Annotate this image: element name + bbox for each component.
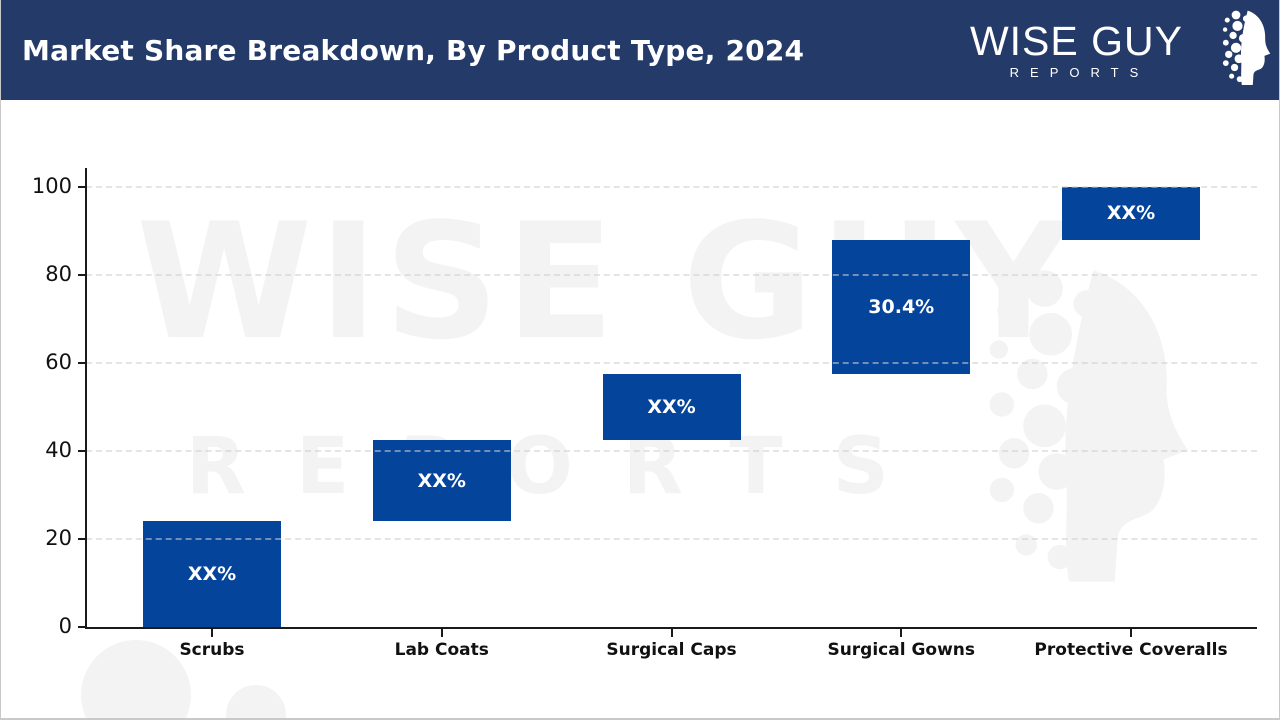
y-axis-tick-label: 80 <box>45 262 72 286</box>
y-axis-line <box>85 168 87 629</box>
gridline-100 <box>86 186 1257 188</box>
y-axis-tick <box>78 186 86 188</box>
header-banner: Market Share Breakdown, By Product Type,… <box>1 0 1279 100</box>
x-axis-tick <box>900 629 903 637</box>
logo-head-icon <box>1222 10 1271 85</box>
brand-logo: WISE GUY REPORTS <box>969 8 1279 92</box>
x-axis-category-label: Lab Coats <box>394 640 489 660</box>
waterfall-chart: WISE GUY REPORTS 0 20 40 60 80 100 XX% Scrubs XX… <box>1 100 1279 718</box>
logo-text: WISE GUY REPORTS <box>969 17 1183 80</box>
gridline-60 <box>86 362 1257 364</box>
bar-surgical-gowns: 30.4% <box>832 239 971 374</box>
y-axis-tick <box>78 274 86 276</box>
y-axis-tick-label: 40 <box>45 438 72 462</box>
watermark-head-icon <box>989 270 1188 582</box>
y-axis-tick <box>78 538 86 540</box>
watermark-dot <box>81 640 191 718</box>
x-axis-tick <box>440 629 443 637</box>
bar-lab-coats: XX% <box>372 440 511 522</box>
x-axis-category-label: Surgical Gowns <box>827 640 976 660</box>
y-axis-tick-label: 60 <box>45 350 72 374</box>
gridline-20 <box>86 538 1257 540</box>
bar-value-label: XX% <box>187 563 237 586</box>
y-axis-tick-label: 100 <box>31 174 72 198</box>
x-axis-line <box>85 627 1257 629</box>
x-axis-category-label: Protective Coveralls <box>1034 640 1228 660</box>
gridline-80 <box>86 274 1257 276</box>
bar-value-label: XX% <box>647 395 696 418</box>
x-axis-tick <box>1130 629 1132 637</box>
watermark-dot <box>226 685 286 718</box>
y-axis-tick <box>78 362 86 364</box>
gridline-40 <box>86 450 1257 452</box>
logo-wordmark: WISE GUY <box>969 17 1183 64</box>
bar-value-label: XX% <box>1106 202 1156 225</box>
y-axis-tick <box>78 626 86 628</box>
x-axis-tick <box>670 629 673 637</box>
x-axis-category-label: Scrubs <box>179 640 245 660</box>
bar-value-label: 30.4% <box>868 295 935 318</box>
y-axis-tick <box>78 450 86 452</box>
x-axis-tick <box>211 629 213 637</box>
logo-subtitle: REPORTS <box>1009 64 1150 80</box>
y-axis-tick-label: 20 <box>45 526 72 550</box>
bar-surgical-caps: XX% <box>602 373 741 441</box>
bar-value-label: XX% <box>417 469 466 492</box>
bar-protective-coveralls: XX% <box>1062 187 1200 240</box>
y-axis-tick-label: 0 <box>58 614 72 638</box>
chart-title: Market Share Breakdown, By Product Type,… <box>22 33 805 67</box>
x-axis-category-label: Surgical Caps <box>606 640 737 660</box>
watermark-subtitle: REPORTS <box>186 422 939 512</box>
